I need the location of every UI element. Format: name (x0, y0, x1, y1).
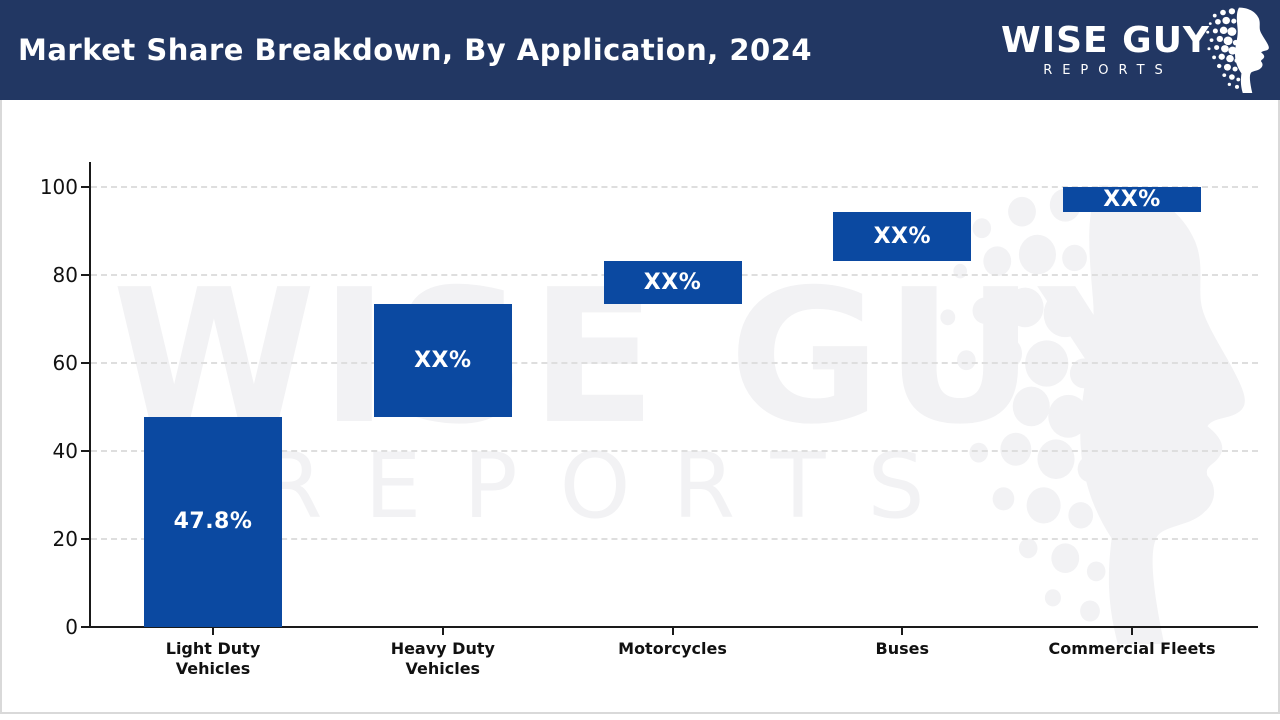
x-axis-label: Commercial Fleets (1048, 639, 1216, 658)
y-tick-label: 0 (65, 615, 78, 639)
x-tick (671, 628, 674, 635)
watermark-tagline: REPORTS (260, 434, 967, 539)
x-axis-label: Light Duty Vehicles (165, 639, 261, 678)
x-axis-label: Motorcycles (618, 639, 727, 658)
y-tick-label: 20 (52, 527, 78, 551)
y-tick-label: 100 (39, 175, 78, 199)
bar: XX% (833, 212, 972, 261)
x-tick (901, 628, 904, 635)
bar-value-label: XX% (643, 269, 702, 295)
bar: XX% (1063, 187, 1201, 213)
y-tick (81, 362, 90, 364)
y-tick (81, 538, 90, 540)
y-gridline (91, 362, 1258, 364)
x-tick (441, 628, 444, 635)
x-axis-label: Heavy Duty Vehicles (390, 639, 495, 678)
dotted-head-profile-icon (1206, 7, 1269, 93)
x-axis-label: Buses (875, 639, 930, 658)
y-gridline (91, 186, 1258, 188)
waterfall-chart: 0 20 40 60 80 100 47.8% Light Duty Vehicles XX% H… (2, 100, 1278, 712)
y-axis-line (89, 162, 91, 628)
x-tick (212, 628, 214, 635)
bar-value-label: XX% (873, 223, 932, 249)
page-title: Market Share Breakdown, By Application, … (18, 33, 813, 67)
y-tick (81, 626, 90, 628)
y-tick-label: 80 (52, 263, 78, 287)
bar: 47.8% (144, 416, 282, 627)
bar-value-label: 47.8% (173, 509, 253, 535)
x-axis-line (88, 626, 1258, 628)
y-tick (81, 274, 90, 276)
logo-name-text: WISE GUY (1000, 19, 1210, 61)
y-tick-label: 60 (52, 351, 78, 375)
chart-area: WISE GUY REPORTS 0 20 40 60 80 100 47.8% Light … (0, 100, 1280, 714)
logo-tagline-text: REPORTS (1043, 62, 1173, 78)
logo-wordmark: WISE GUY REPORTS (1000, 19, 1210, 78)
bar: XX% (603, 260, 742, 304)
x-tick (1131, 628, 1133, 635)
bar-value-label: XX% (414, 347, 472, 373)
bar-value-label: XX% (1103, 187, 1161, 213)
y-tick (81, 450, 90, 452)
y-tick (81, 186, 90, 188)
y-tick-label: 40 (52, 439, 78, 463)
bar: XX% (373, 303, 512, 417)
wise-guy-logo: WISE GUY REPORTS (1001, 7, 1272, 93)
header: Market Share Breakdown, By Application, … (0, 0, 1280, 100)
y-gridline (91, 538, 1258, 540)
y-gridline (91, 450, 1258, 452)
